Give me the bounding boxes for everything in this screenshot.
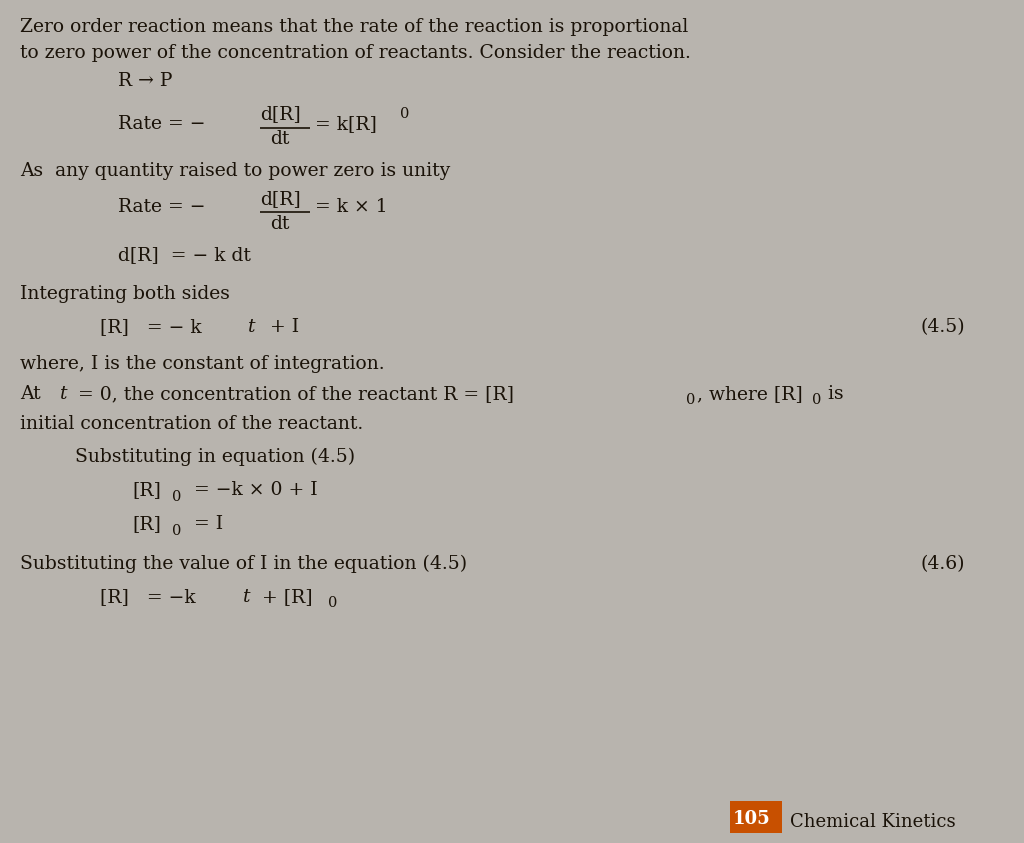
Text: dt: dt xyxy=(270,130,290,148)
Text: Rate = −: Rate = − xyxy=(118,115,206,133)
Text: Zero order reaction means that the rate of the reaction is proportional: Zero order reaction means that the rate … xyxy=(20,18,688,36)
Text: 0: 0 xyxy=(400,107,410,121)
Text: 0: 0 xyxy=(172,524,181,538)
Text: d[R]  = − k dt: d[R] = − k dt xyxy=(118,246,251,264)
Text: + [R]: + [R] xyxy=(256,588,312,606)
Text: + I: + I xyxy=(264,318,299,336)
Text: t: t xyxy=(243,588,251,606)
Text: t: t xyxy=(248,318,256,336)
Text: (4.5): (4.5) xyxy=(920,318,965,336)
Text: [R]: [R] xyxy=(132,481,161,499)
Text: = k × 1: = k × 1 xyxy=(315,198,388,216)
Text: R → P: R → P xyxy=(118,72,172,90)
Text: t: t xyxy=(60,385,68,403)
Text: dt: dt xyxy=(270,215,290,233)
Text: Chemical Kinetics: Chemical Kinetics xyxy=(790,813,955,831)
Text: 0: 0 xyxy=(328,596,337,610)
Text: where, I is the constant of integration.: where, I is the constant of integration. xyxy=(20,355,385,373)
Text: 105: 105 xyxy=(733,810,771,828)
Text: 0: 0 xyxy=(686,393,695,407)
Text: 0: 0 xyxy=(172,490,181,504)
Text: is: is xyxy=(822,385,844,403)
Text: initial concentration of the reactant.: initial concentration of the reactant. xyxy=(20,415,364,433)
Text: = k[R]: = k[R] xyxy=(315,115,377,133)
Text: = −k × 0 + I: = −k × 0 + I xyxy=(182,481,317,499)
Text: Integrating both sides: Integrating both sides xyxy=(20,285,229,303)
Text: [R]   = −k: [R] = −k xyxy=(100,588,196,606)
Text: Rate = −: Rate = − xyxy=(118,198,206,216)
Text: d[R]: d[R] xyxy=(260,190,301,208)
Text: , where [R]: , where [R] xyxy=(697,385,803,403)
Text: [R]: [R] xyxy=(132,515,161,533)
Text: (4.6): (4.6) xyxy=(920,555,965,573)
Text: d[R]: d[R] xyxy=(260,105,301,123)
Text: 0: 0 xyxy=(812,393,821,407)
Text: [R]   = − k: [R] = − k xyxy=(100,318,202,336)
Text: = I: = I xyxy=(182,515,223,533)
Text: Substituting the value of I in the equation (4.5): Substituting the value of I in the equat… xyxy=(20,555,467,573)
Text: Substituting in equation (4.5): Substituting in equation (4.5) xyxy=(75,448,355,466)
Text: At: At xyxy=(20,385,52,403)
Text: = 0, the concentration of the reactant R = [R]: = 0, the concentration of the reactant R… xyxy=(72,385,514,403)
Text: to zero power of the concentration of reactants. Consider the reaction.: to zero power of the concentration of re… xyxy=(20,44,691,62)
FancyBboxPatch shape xyxy=(730,801,782,833)
Text: As  any quantity raised to power zero is unity: As any quantity raised to power zero is … xyxy=(20,162,451,180)
